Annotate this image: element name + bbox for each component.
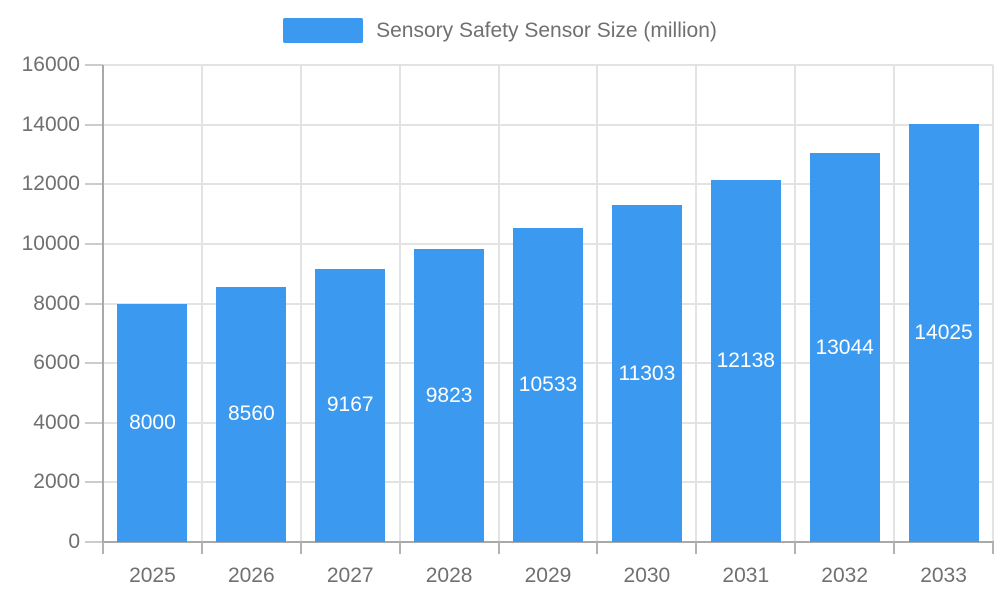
bar-value-label: 11303 — [618, 361, 676, 385]
y-axis-label: 0 — [68, 530, 80, 553]
legend-label: Sensory Safety Sensor Size (million) — [376, 19, 717, 42]
bar[interactable]: 9167 — [315, 268, 386, 542]
x-axis-tick — [893, 542, 896, 554]
x-axis-label: 2029 — [524, 564, 572, 587]
x-axis-label: 2030 — [623, 564, 671, 587]
x-axis-tick — [200, 542, 203, 554]
x-axis-label: 2032 — [821, 564, 869, 587]
bar-value-label: 14025 — [914, 320, 973, 344]
y-axis-label: 14000 — [21, 112, 80, 136]
x-axis-label: 2027 — [326, 564, 374, 587]
bar[interactable]: 14025 — [908, 123, 979, 542]
x-axis-tick — [102, 542, 104, 554]
y-axis-tick — [85, 302, 103, 305]
bar-value-label: 13044 — [815, 335, 874, 359]
gridline-vertical — [794, 65, 797, 542]
x-axis-label: 2031 — [722, 564, 770, 587]
bar-value-label: 10533 — [518, 372, 578, 396]
gridline-vertical — [299, 65, 302, 542]
bar[interactable]: 8560 — [216, 286, 287, 542]
bar-value-label: 8000 — [129, 410, 176, 434]
bar-value-label: 12138 — [716, 349, 775, 373]
gridline-vertical — [398, 65, 401, 542]
bar-value-label: 8560 — [227, 402, 275, 426]
y-axis-label: 2000 — [33, 470, 80, 494]
x-axis-line — [102, 541, 994, 543]
y-axis-tick — [85, 242, 103, 245]
y-axis-tick — [85, 362, 103, 365]
y-axis-tick — [85, 541, 103, 543]
gridline-vertical — [992, 65, 994, 542]
gridline-vertical — [596, 65, 599, 542]
bar-value-label: 9823 — [425, 383, 473, 407]
x-axis-tick — [695, 542, 698, 554]
y-axis-label: 8000 — [33, 291, 80, 315]
legend[interactable]: Sensory Safety Sensor Size (million) — [0, 18, 1000, 43]
y-axis-tick — [85, 123, 103, 126]
bar[interactable]: 9823 — [414, 249, 485, 542]
x-axis-tick — [992, 542, 994, 554]
bar[interactable]: 10533 — [513, 227, 583, 542]
x-axis-tick — [794, 542, 797, 554]
y-axis-label: 6000 — [33, 351, 80, 375]
y-axis-label: 12000 — [21, 172, 80, 196]
gridline-horizontal — [103, 183, 993, 186]
x-axis-tick — [497, 542, 500, 554]
gridline-vertical — [695, 65, 698, 542]
x-axis-label: 2033 — [920, 564, 967, 587]
y-axis-tick — [85, 183, 103, 186]
x-axis-label: 2025 — [129, 564, 176, 587]
y-axis-tick — [85, 421, 103, 424]
bar[interactable]: 8000 — [117, 303, 188, 542]
y-axis-tick — [85, 64, 103, 66]
y-axis-label: 10000 — [21, 231, 80, 255]
bar[interactable]: 13044 — [809, 153, 880, 542]
gridline-horizontal — [103, 64, 993, 66]
y-axis-tick — [85, 481, 103, 484]
y-axis-label: 4000 — [33, 410, 80, 434]
legend-swatch[interactable] — [283, 18, 364, 43]
x-axis-tick — [596, 542, 599, 554]
x-axis-tick — [398, 542, 401, 554]
y-axis-label: 16000 — [21, 53, 80, 76]
y-axis-line — [102, 65, 104, 542]
x-axis-tick — [299, 542, 302, 554]
gridline-vertical — [497, 65, 500, 542]
x-axis-label: 2028 — [425, 564, 473, 587]
bar-value-label: 9167 — [326, 393, 374, 417]
gridline-horizontal — [103, 123, 993, 126]
x-axis-label: 2026 — [227, 564, 275, 587]
bar[interactable]: 12138 — [710, 180, 781, 542]
gridline-vertical — [893, 65, 896, 542]
gridline-vertical — [200, 65, 203, 542]
bar[interactable]: 11303 — [611, 205, 682, 542]
